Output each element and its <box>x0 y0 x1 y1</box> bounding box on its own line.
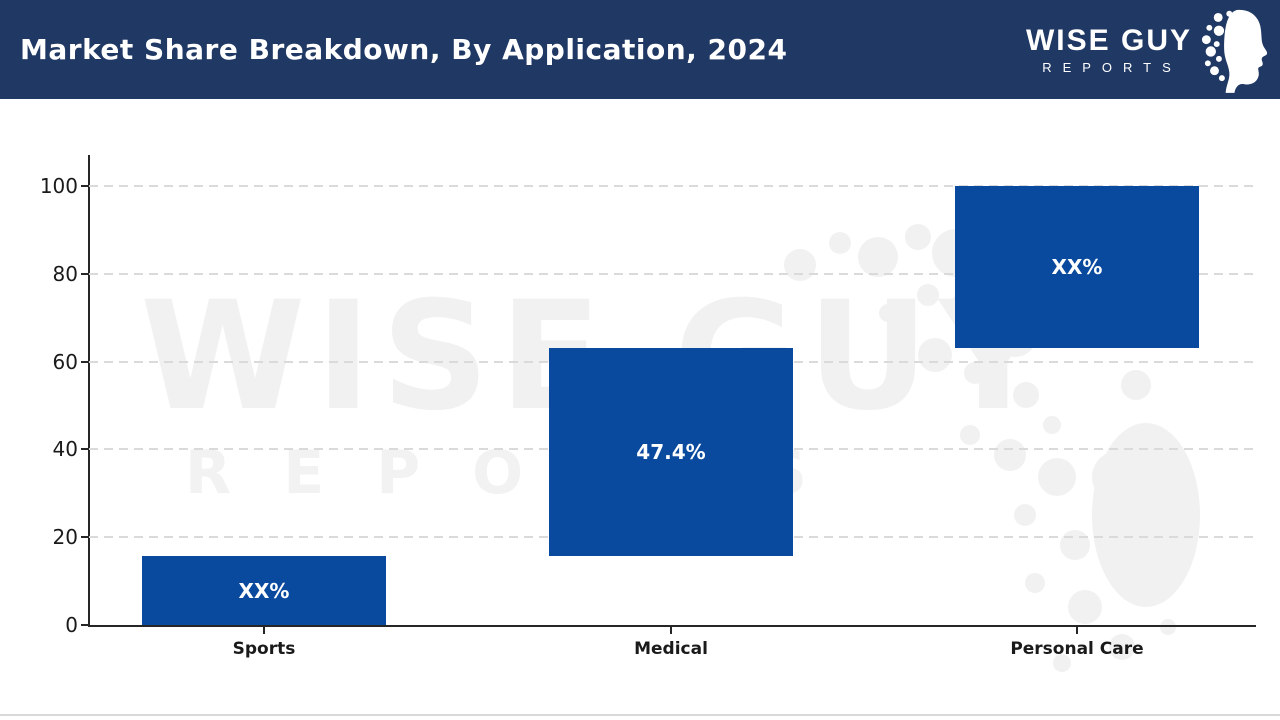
gridline-80 <box>89 272 1256 275</box>
wiseguy-face-icon <box>1201 9 1268 93</box>
category-label-medical: Medical <box>634 639 708 659</box>
bar-personal-care: XX% <box>955 186 1199 348</box>
y-tick-mark-0 <box>81 624 88 626</box>
bar-sports: XX% <box>142 556 386 625</box>
x-tick-mark-3 <box>1076 627 1078 634</box>
y-tick-label-80: 80 <box>52 261 78 286</box>
brand-logo: WISE GUY REPORTS <box>1026 0 1270 99</box>
y-tick-label-20: 20 <box>52 525 78 550</box>
y-tick-mark-100 <box>81 185 88 187</box>
y-tick-mark-40 <box>81 448 88 451</box>
y-tick-mark-80 <box>81 272 88 275</box>
bar-value-label: 47.4% <box>636 440 706 465</box>
x-tick-mark-1 <box>263 627 265 634</box>
page-title: Market Share Breakdown, By Application, … <box>20 33 788 66</box>
y-tick-mark-60 <box>81 360 88 363</box>
x-axis-line <box>88 625 1256 627</box>
bottom-divider <box>0 714 1280 716</box>
x-tick-mark-2 <box>670 627 672 634</box>
bar-value-label: XX% <box>238 578 290 603</box>
category-label-sports: Sports <box>232 639 296 659</box>
bar-medical: 47.4% <box>549 347 793 557</box>
header-bar: Market Share Breakdown, By Application, … <box>0 0 1280 99</box>
y-tick-label-60: 60 <box>52 349 78 374</box>
y-tick-label-100: 100 <box>39 174 78 198</box>
y-tick-mark-20 <box>81 536 88 539</box>
brand-logo-text: WISE GUY REPORTS <box>1026 24 1192 75</box>
brand-name: WISE GUY <box>1025 24 1192 57</box>
bar-value-label: XX% <box>1051 254 1103 279</box>
y-axis-line <box>88 155 90 626</box>
category-label-personal-care: Personal Care <box>1010 639 1144 659</box>
y-tick-label-40: 40 <box>52 437 78 462</box>
gridline-100 <box>89 185 1256 187</box>
brand-subname: REPORTS <box>1042 60 1182 75</box>
y-tick-label-0: 0 <box>65 613 78 637</box>
